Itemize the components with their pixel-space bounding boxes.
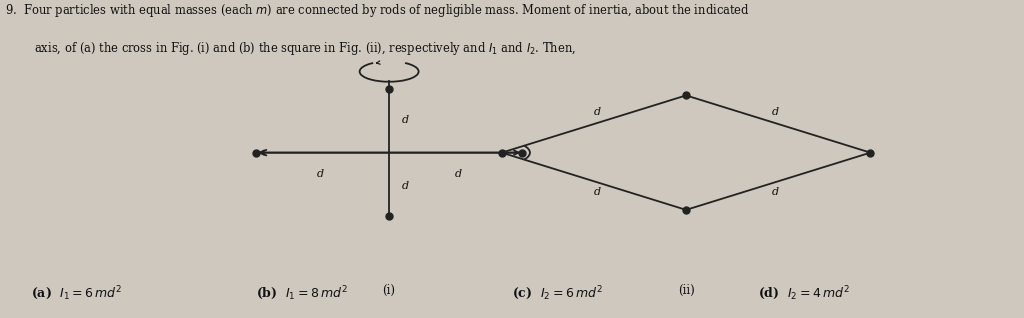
Text: axis, of (a) the cross in Fig. (i) and (b) the square in Fig. (ii), respectively: axis, of (a) the cross in Fig. (i) and (…: [34, 40, 575, 57]
Text: d: d: [316, 169, 324, 178]
Text: (i): (i): [383, 284, 395, 297]
Text: (d)  $I_2 = 4\,md^2$: (d) $I_2 = 4\,md^2$: [758, 284, 850, 302]
Text: d: d: [771, 107, 778, 117]
Text: (b)  $I_1 = 8\,md^2$: (b) $I_1 = 8\,md^2$: [256, 284, 348, 302]
Text: (ii): (ii): [678, 284, 694, 297]
Text: d: d: [771, 187, 778, 197]
Text: d: d: [594, 107, 601, 117]
Text: d: d: [455, 169, 462, 178]
Text: d: d: [594, 187, 601, 197]
Text: (a)  $I_1 = 6\,md^2$: (a) $I_1 = 6\,md^2$: [31, 284, 122, 302]
Text: 9.  Four particles with equal masses (each $m$) are connected by rods of negligi: 9. Four particles with equal masses (eac…: [5, 2, 750, 18]
Text: d: d: [401, 114, 409, 125]
Text: (c)  $I_2 = 6\,md^2$: (c) $I_2 = 6\,md^2$: [512, 284, 603, 302]
Text: d: d: [401, 181, 409, 191]
